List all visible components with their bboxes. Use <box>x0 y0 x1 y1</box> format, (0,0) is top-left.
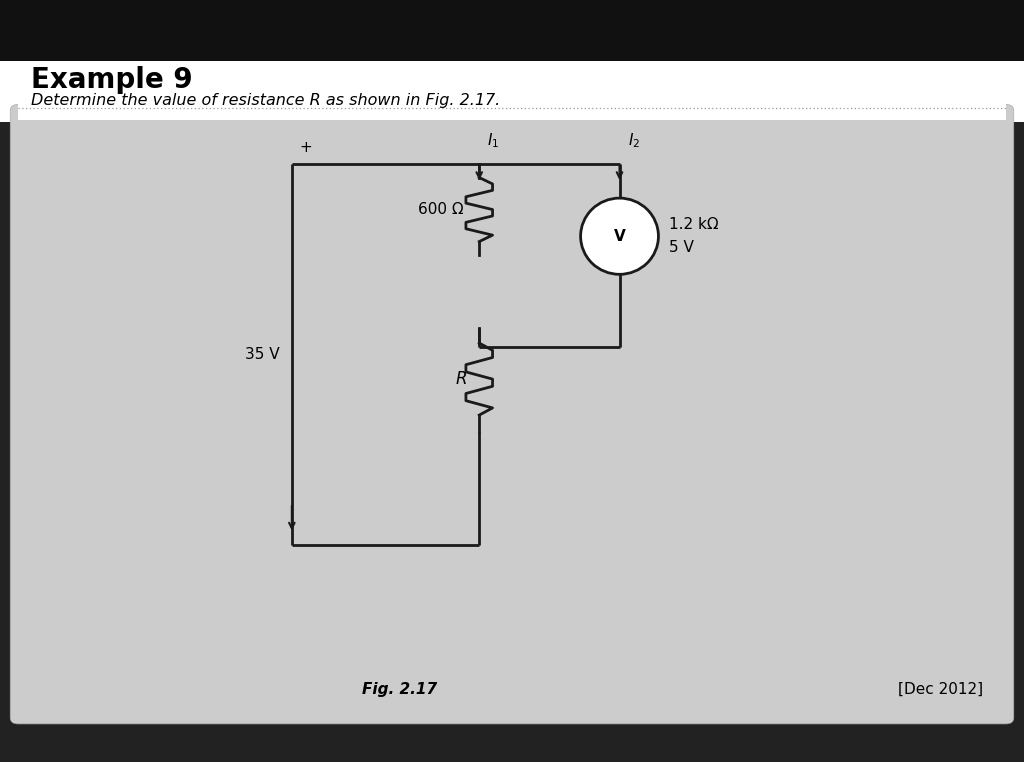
Bar <box>0 61 1024 122</box>
Text: Example 9: Example 9 <box>31 66 193 94</box>
Text: 1.2 kΩ: 1.2 kΩ <box>669 217 718 232</box>
Text: V: V <box>613 229 626 244</box>
Bar <box>0 0 1024 62</box>
Text: $I_2$: $I_2$ <box>628 131 640 150</box>
Text: +: + <box>299 139 311 155</box>
Text: 35 V: 35 V <box>245 347 280 362</box>
Ellipse shape <box>581 198 658 274</box>
Text: Fig. 2.17: Fig. 2.17 <box>361 682 437 697</box>
Text: $I_1$: $I_1$ <box>487 131 500 150</box>
Text: [Dec 2012]: [Dec 2012] <box>898 682 983 697</box>
Text: R: R <box>456 370 467 388</box>
Text: Determine the value of resistance R as shown in Fig. 2.17.: Determine the value of resistance R as s… <box>31 93 500 108</box>
Bar <box>18 78 1006 120</box>
FancyBboxPatch shape <box>10 104 1014 724</box>
Text: 600 Ω: 600 Ω <box>418 202 464 217</box>
Text: 5 V: 5 V <box>669 240 693 255</box>
